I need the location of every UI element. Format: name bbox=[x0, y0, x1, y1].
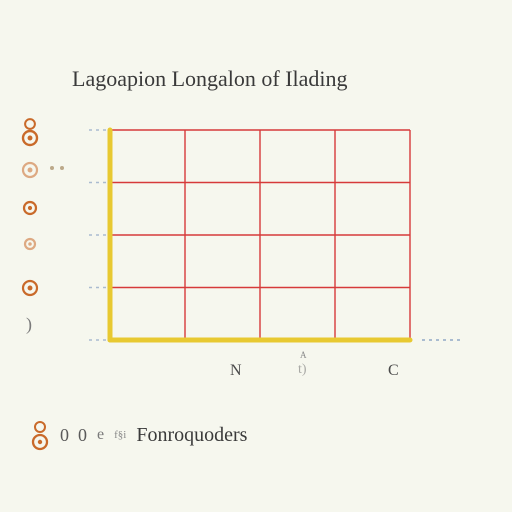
caption-ring-icon bbox=[30, 418, 50, 452]
caption-numbers: 0 0 bbox=[60, 425, 87, 446]
x-label-t: t) bbox=[298, 362, 307, 378]
caption-row: 0 0 e f§i Fonroquoders bbox=[30, 418, 247, 452]
caption-text: Fonroquoders bbox=[136, 424, 247, 447]
x-label-small-a: A bbox=[300, 350, 307, 360]
figure-root: Lagoapion Longalon of Ilading N t) C A )… bbox=[0, 0, 512, 512]
caption-e-prefix: e bbox=[97, 426, 104, 444]
x-label-n: N bbox=[230, 362, 242, 380]
left-paren-glyph: ) bbox=[26, 314, 32, 335]
caption-tiny-label: f§i bbox=[114, 429, 126, 441]
x-label-c: C bbox=[388, 362, 399, 380]
